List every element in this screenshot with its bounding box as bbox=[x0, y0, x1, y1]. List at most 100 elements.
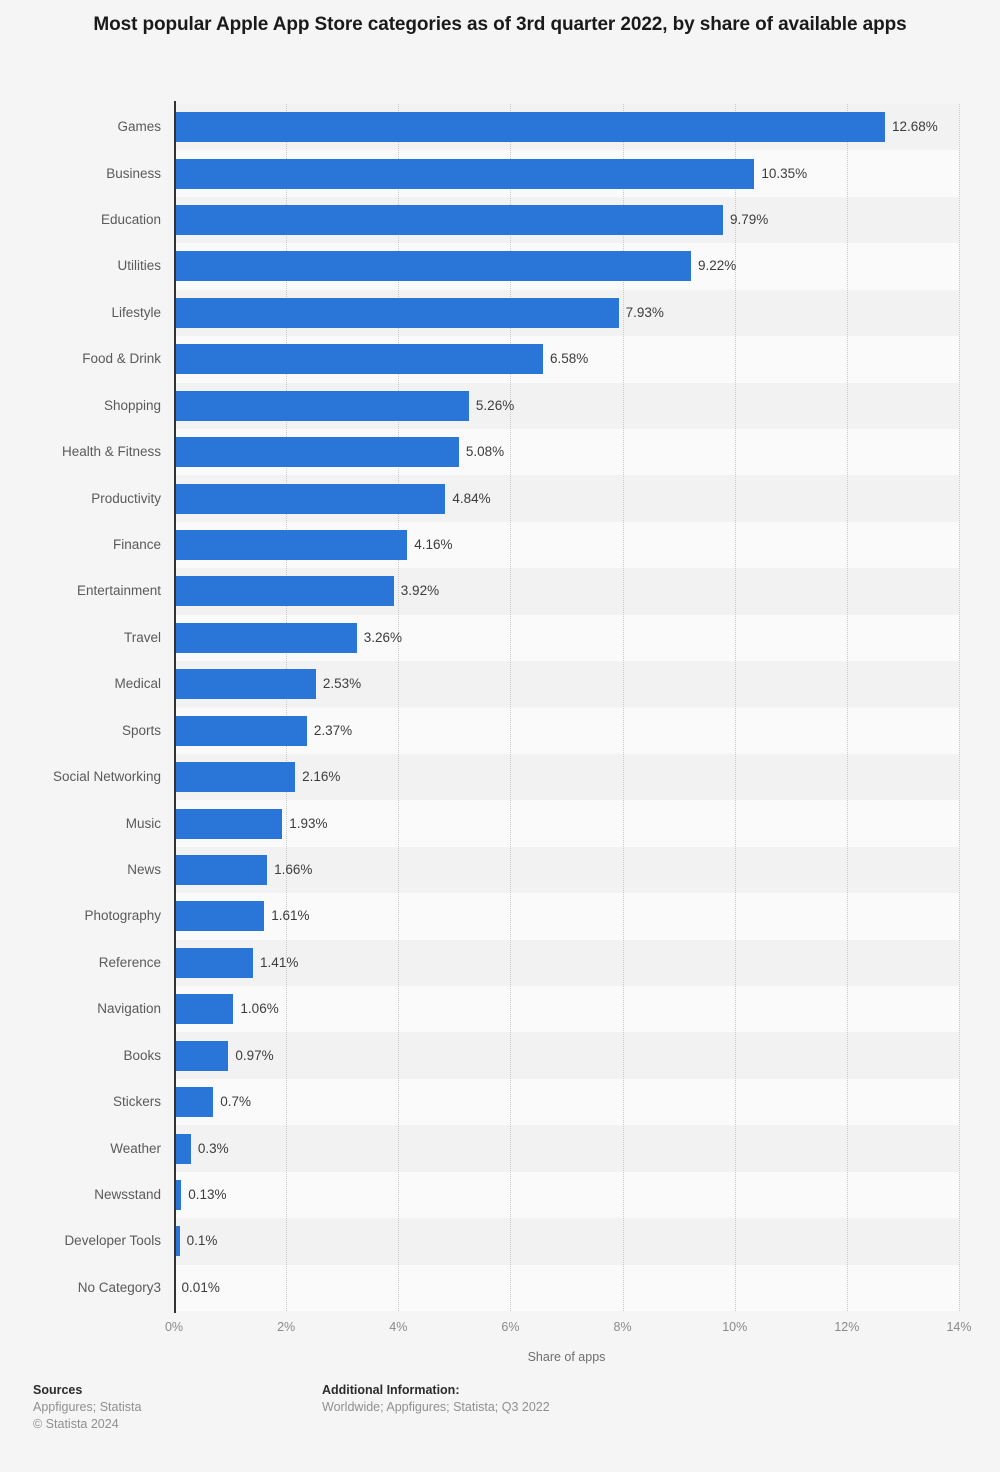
bar[interactable] bbox=[174, 297, 619, 328]
bar-value-label: 0.1% bbox=[186, 1233, 218, 1249]
row-band bbox=[174, 800, 959, 847]
bar[interactable] bbox=[174, 344, 543, 375]
x-axis-tick: 4% bbox=[389, 1320, 408, 1334]
y-axis-label: Utilities bbox=[117, 258, 161, 274]
bar[interactable] bbox=[174, 437, 459, 468]
x-axis-title: Share of apps bbox=[527, 1350, 606, 1364]
bar-value-label: 0.3% bbox=[197, 1140, 229, 1156]
bar-value-label: 2.37% bbox=[313, 722, 353, 738]
y-axis-label: Reference bbox=[98, 954, 161, 970]
row-band bbox=[174, 893, 959, 940]
additional-info-heading: Additional Information: bbox=[322, 1383, 460, 1397]
x-axis-tick: 2% bbox=[277, 1320, 296, 1334]
bar[interactable] bbox=[174, 483, 446, 514]
bar-value-label: 3.92% bbox=[400, 583, 440, 599]
y-axis-label: Navigation bbox=[97, 1001, 161, 1017]
bar[interactable] bbox=[174, 901, 265, 932]
gridline bbox=[959, 104, 960, 1311]
y-axis-label: Food & Drink bbox=[82, 351, 161, 367]
gridline bbox=[510, 104, 512, 1311]
y-axis-label: Games bbox=[117, 119, 161, 135]
bar[interactable] bbox=[174, 622, 357, 653]
x-axis-tick: 0% bbox=[164, 1320, 184, 1334]
bar[interactable] bbox=[174, 854, 268, 885]
y-axis-label: Travel bbox=[123, 629, 161, 645]
bar-value-label: 1.61% bbox=[271, 908, 310, 924]
bar[interactable] bbox=[174, 947, 254, 978]
y-axis-label: Stickers bbox=[112, 1094, 161, 1110]
additional-info-block: Additional Information: Worldwide; Appfi… bbox=[322, 1382, 550, 1416]
bar-value-label: 9.79% bbox=[729, 212, 769, 228]
bar[interactable] bbox=[174, 1226, 180, 1257]
bar-value-label: 1.66% bbox=[274, 861, 313, 877]
bar-value-label: 5.08% bbox=[465, 444, 505, 460]
y-axis-label: Shopping bbox=[103, 397, 161, 413]
y-axis-label: Education bbox=[100, 212, 161, 228]
row-band bbox=[174, 846, 959, 894]
y-axis-label: Sports bbox=[121, 722, 161, 738]
x-axis-tick: 12% bbox=[834, 1320, 860, 1334]
y-axis-label: Finance bbox=[112, 537, 161, 553]
bar-value-label: 1.41% bbox=[260, 954, 299, 970]
y-axis-label: Books bbox=[123, 1047, 161, 1063]
bar[interactable] bbox=[174, 715, 307, 746]
x-axis-tick: 10% bbox=[722, 1320, 748, 1334]
gridline bbox=[846, 104, 848, 1311]
x-axis-tick: 6% bbox=[501, 1320, 520, 1334]
bar-value-label: 1.93% bbox=[289, 815, 328, 831]
sources-block: Sources Appfigures; Statista © Statista … bbox=[33, 1382, 141, 1433]
y-axis-label: Developer Tools bbox=[64, 1233, 161, 1249]
y-axis-label: Productivity bbox=[91, 490, 161, 506]
sources-heading: Sources bbox=[33, 1383, 83, 1397]
bar-value-label: 0.7% bbox=[220, 1094, 252, 1110]
y-axis-label: News bbox=[127, 861, 161, 877]
bar[interactable] bbox=[174, 808, 283, 839]
bar-value-label: 5.26% bbox=[475, 397, 515, 413]
bar-value-label: 0.97% bbox=[235, 1047, 274, 1063]
gridline bbox=[734, 104, 736, 1311]
gridline bbox=[286, 104, 288, 1311]
bar-value-label: 6.58% bbox=[549, 351, 589, 367]
y-axis-line bbox=[174, 101, 176, 1313]
bar-value-label: 3.26% bbox=[363, 629, 403, 645]
y-axis-label: Weather bbox=[110, 1140, 161, 1156]
additional-info-value: Worldwide; Appfigures; Statista; Q3 2022 bbox=[322, 1400, 550, 1414]
bar[interactable] bbox=[174, 1133, 191, 1164]
bar[interactable] bbox=[174, 251, 691, 282]
row-band bbox=[174, 1218, 959, 1265]
bar-value-label: 1.06% bbox=[240, 1001, 279, 1017]
bar[interactable] bbox=[174, 669, 316, 700]
x-axis-tick: 8% bbox=[613, 1320, 632, 1334]
bar[interactable] bbox=[174, 530, 408, 561]
bar-value-label: 0.13% bbox=[188, 1186, 227, 1202]
gridline bbox=[622, 104, 624, 1311]
row-band bbox=[174, 1078, 959, 1126]
bar[interactable] bbox=[174, 390, 469, 421]
y-axis-label: Business bbox=[106, 165, 161, 181]
bar[interactable] bbox=[174, 158, 755, 189]
bar-value-label: 2.53% bbox=[322, 676, 362, 692]
row-band bbox=[174, 1264, 959, 1311]
y-axis-label: Health & Fitness bbox=[61, 444, 161, 460]
bar-value-label: 4.16% bbox=[414, 537, 453, 553]
bar-value-label: 9.22% bbox=[697, 258, 737, 274]
sources-value: Appfigures; Statista bbox=[33, 1400, 142, 1414]
bar[interactable] bbox=[174, 1087, 214, 1118]
bar[interactable] bbox=[174, 1179, 182, 1210]
page-title: Most popular Apple App Store categories … bbox=[93, 14, 907, 35]
y-axis-label: Newsstand bbox=[94, 1186, 161, 1202]
y-axis-label: Entertainment bbox=[76, 583, 161, 599]
bar[interactable] bbox=[174, 576, 394, 607]
bar[interactable] bbox=[174, 994, 234, 1025]
row-band bbox=[174, 1171, 959, 1219]
x-axis-tick: 14% bbox=[946, 1320, 972, 1334]
bar[interactable] bbox=[174, 762, 296, 793]
row-band bbox=[174, 1032, 959, 1079]
bar-chart: 12.68% 10.35% 9.79% 9.22% 7.93% 6.58% 5.26% 5.0… bbox=[53, 101, 972, 1364]
bar[interactable] bbox=[174, 1040, 229, 1071]
row-band bbox=[174, 939, 959, 987]
bar[interactable] bbox=[174, 205, 723, 236]
y-axis-label: Lifestyle bbox=[111, 304, 161, 320]
bar[interactable] bbox=[174, 112, 885, 143]
gridline bbox=[398, 104, 400, 1311]
